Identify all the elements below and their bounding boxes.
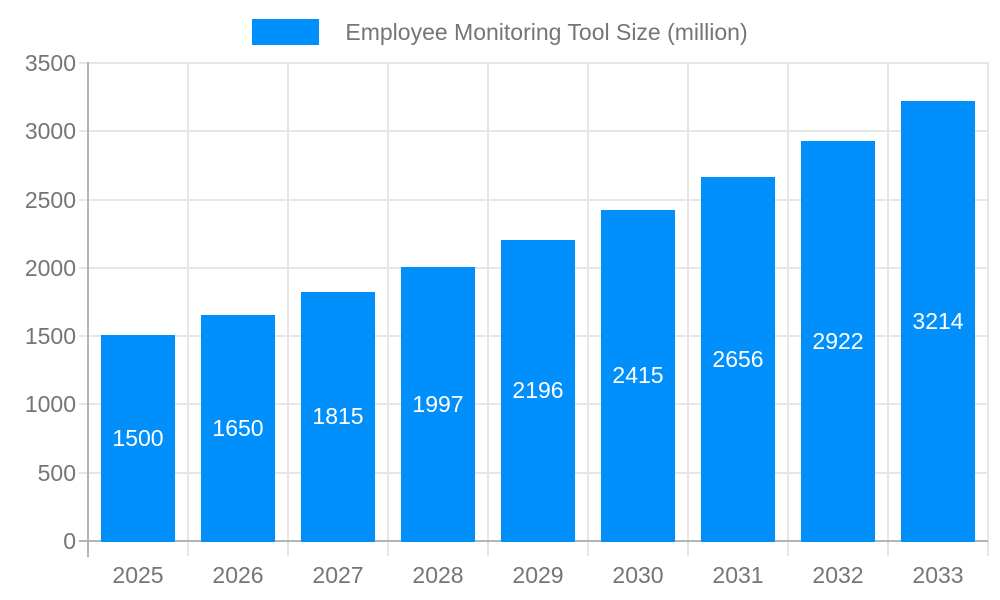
bar-2033[interactable] [901,101,975,542]
bar-value-label: 2922 [812,328,864,354]
y-axis-tick [79,403,88,405]
x-gridline [487,62,489,556]
y-tick-label: 1000 [24,391,76,417]
x-tick-label: 2026 [212,562,264,588]
legend-label: Employee Monitoring Tool Size (million) [345,19,748,45]
legend[interactable]: Employee Monitoring Tool Size (million) [0,18,1000,46]
x-tick-label: 2025 [112,562,164,588]
y-tick-label: 2000 [24,255,76,281]
y-axis-tick [79,335,88,337]
bar-2031[interactable] [701,177,775,542]
x-gridline [887,62,889,556]
bar-value-label: 3214 [912,308,964,334]
bar-2030[interactable] [601,210,675,542]
bar-value-label: 2415 [612,362,664,388]
x-tick-label: 2028 [412,562,464,588]
y-gridline [88,130,988,132]
x-tick-label: 2030 [612,562,664,588]
bar-value-label: 1500 [112,425,164,451]
x-gridline [687,62,689,556]
x-tick-label: 2029 [512,562,564,588]
y-axis-tick [79,267,88,269]
y-tick-label: 3500 [24,50,76,76]
bar-value-label: 2656 [712,346,764,372]
bar-2027[interactable] [301,292,375,542]
bar-2025[interactable] [101,335,175,542]
x-gridline [787,62,789,556]
bar-value-label: 2196 [512,377,564,403]
bar-value-label: 1815 [312,403,364,429]
bar-2028[interactable] [401,267,475,542]
x-tick-label: 2033 [912,562,964,588]
x-gridline [187,62,189,556]
y-axis-tick [79,199,88,201]
y-axis-tick [79,130,88,132]
bar-2032[interactable] [801,141,875,542]
bar-2026[interactable] [201,315,275,542]
y-axis-tick [79,62,88,64]
y-gridline [88,62,988,64]
x-tick-label: 2032 [812,562,864,588]
bar-value-label: 1650 [212,415,264,441]
y-tick-label: 3000 [24,118,76,144]
x-tick-label: 2027 [312,562,364,588]
bar-value-label: 1997 [412,391,464,417]
x-gridline [987,62,989,556]
x-tick-label: 2031 [712,562,764,588]
bar-2029[interactable] [501,240,575,542]
x-gridline [287,62,289,556]
y-tick-label: 1500 [24,323,76,349]
y-axis-tick [79,472,88,474]
legend-swatch [252,19,320,45]
x-gridline [587,62,589,556]
y-tick-label: 500 [37,460,76,486]
y-tick-label: 0 [63,528,76,554]
y-gridline [88,199,988,201]
x-gridline [387,62,389,556]
y-tick-label: 2500 [24,187,76,213]
y-axis-line [87,62,89,557]
